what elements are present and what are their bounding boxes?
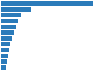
Bar [0, 30, 14, 35]
Bar [0, 19, 18, 23]
Bar [0, 13, 21, 17]
Bar [0, 42, 10, 46]
Bar [0, 1, 93, 6]
Bar [0, 54, 8, 58]
Bar [0, 36, 12, 41]
Bar [0, 7, 31, 12]
Bar [0, 59, 7, 64]
Bar [0, 25, 16, 29]
Bar [0, 65, 6, 70]
Bar [0, 48, 9, 52]
